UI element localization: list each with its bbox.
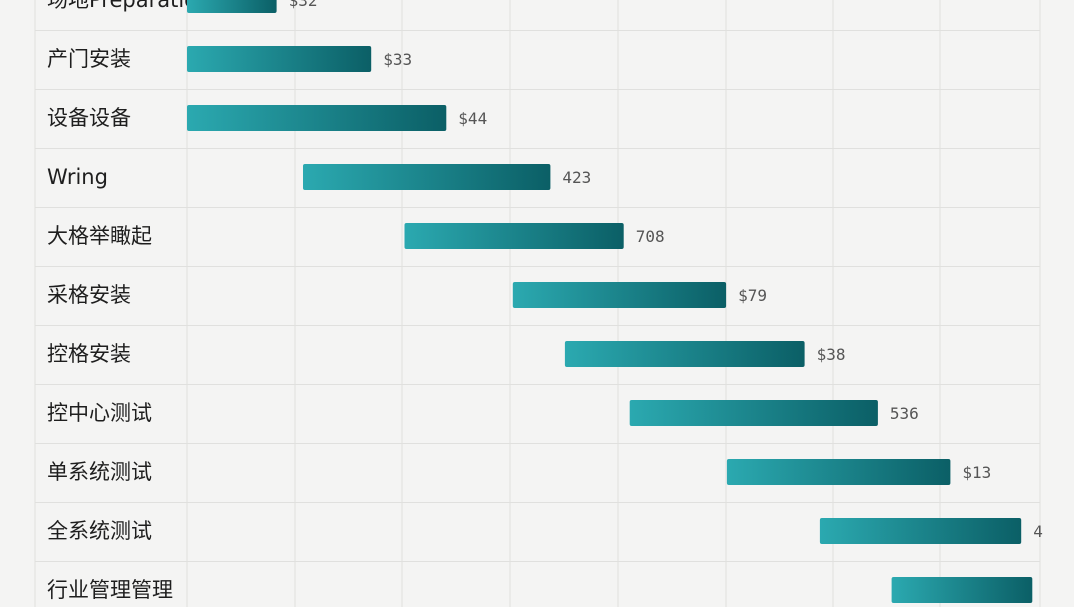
task-value-label: $32 [289,0,318,10]
task-row: 单系统测试 $13 [47,459,991,485]
task-label: 单系统测试 [47,460,152,484]
task-row: 控中心测试 536 [47,400,919,426]
task-label: 行业管理管理 [47,578,173,602]
task-bar [629,400,878,426]
task-row: 产门安装 $33 [47,46,412,72]
task-value-label: 4 [1033,522,1043,541]
task-label: 场地Preparation [47,0,210,12]
task-row: 大格举瞰起 708 [47,223,665,249]
task-bar [187,0,277,13]
task-value-label: 708 [636,227,665,246]
task-label: 采格安装 [47,283,131,307]
task-bar [564,341,805,367]
task-bar [512,282,727,308]
task-bar [891,577,1033,603]
task-label: 大格举瞰起 [47,224,152,248]
task-label: 设备设备 [47,106,131,130]
task-value-label: $44 [458,109,487,128]
task-row: Wring 423 [47,164,591,190]
task-label: 控格安装 [47,342,131,366]
task-row: 行业管理管理 [47,577,1033,603]
task-label: 全系统测试 [47,519,152,543]
task-bar [404,223,624,249]
task-value-label: $38 [817,345,846,364]
task-row: 场地Preparation $32 [47,0,318,13]
task-value-label: $33 [383,50,412,69]
task-row: 采格安装 $79 [47,282,767,308]
task-bar [819,518,1022,544]
task-bar [726,459,951,485]
task-label: 产门安装 [47,47,131,71]
grid-lines [34,0,1041,607]
task-bar [187,46,372,72]
task-row: 设备设备 $44 [47,105,487,131]
task-row: 全系统测试 4 [47,518,1043,544]
task-bar [303,164,551,190]
task-bar [187,105,447,131]
task-value-label: 536 [890,404,919,423]
task-value-label: $79 [738,286,767,305]
task-value-label: $13 [962,463,991,482]
task-row: 控格安装 $38 [47,341,846,367]
task-label: Wring [47,165,108,189]
task-label: 控中心测试 [47,401,152,425]
task-rows: 场地Preparation $32 产门安装 $33 设备设备 $44 Wring 423 大格… [47,0,1043,603]
task-value-label: 423 [562,168,591,187]
